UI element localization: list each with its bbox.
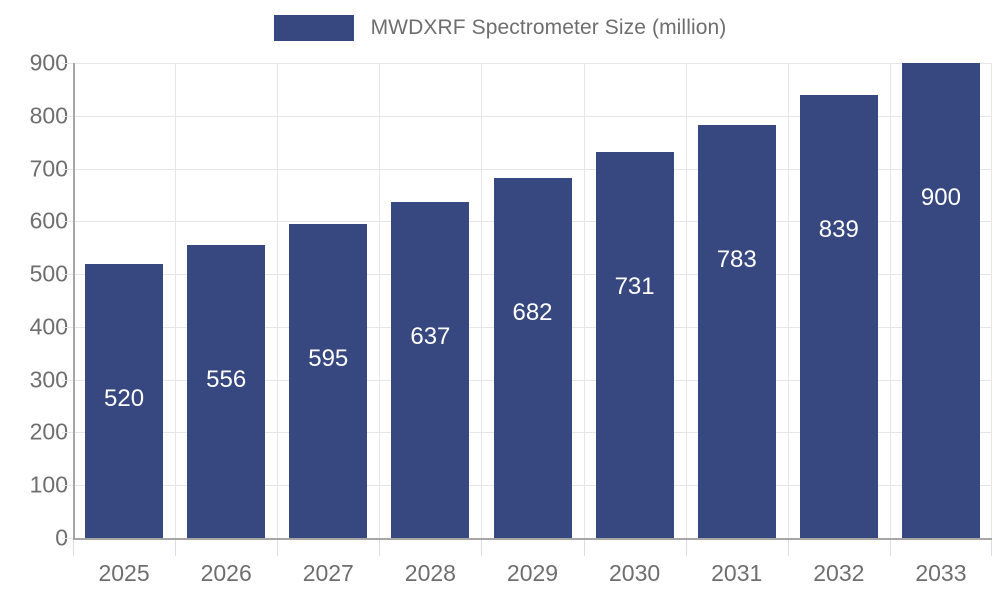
y-axis-tick-label: 200 [29, 418, 68, 445]
x-axis-tick-mark [991, 540, 992, 556]
bar-value-label: 595 [308, 344, 349, 372]
y-axis-tick-mark [62, 63, 73, 64]
x-axis-tick-mark [481, 540, 483, 556]
bar[interactable]: 900 [901, 63, 980, 538]
bar[interactable]: 556 [187, 244, 266, 538]
bar-value-label: 783 [716, 245, 757, 273]
x-axis-tick-label: 2032 [813, 560, 865, 586]
bar[interactable]: 783 [697, 124, 776, 538]
bar-value-label: 839 [818, 216, 859, 244]
x-axis-tick-mark [889, 540, 891, 556]
chart-legend: MWDXRF Spectrometer Size (million) [0, 0, 1000, 55]
x-axis-tick-mark [73, 540, 74, 556]
x-axis-tick-label: 2030 [609, 560, 661, 586]
x-axis-tick-label: 2029 [506, 560, 559, 586]
legend-color-swatch [273, 14, 354, 41]
y-axis-tick-mark [62, 274, 73, 276]
x-axis-tick-mark [685, 540, 687, 556]
y-axis-tick-label: 500 [29, 260, 68, 287]
x-axis-line [73, 538, 992, 540]
y-axis-tick-label: 300 [29, 366, 68, 393]
y-axis-tick-labels: 0 100 200 300 400 500 600 700 800 900 [0, 0, 73, 600]
x-axis-tick-mark [277, 540, 279, 556]
y-axis-line [73, 63, 75, 539]
x-axis-tick-label: 2031 [711, 560, 763, 586]
y-axis-tick-label: 100 [29, 471, 68, 498]
x-axis-tick-label: 2025 [98, 560, 150, 586]
y-axis-tick-mark [62, 379, 73, 381]
bar[interactable]: 839 [799, 95, 878, 538]
plot-area: 520 556 595 637 682 731 783 839 900 [73, 63, 992, 539]
x-axis-tick-mark [787, 540, 789, 556]
x-axis-tick-mark [379, 540, 381, 556]
legend-item-mwdxrf-spectrometer-size[interactable]: MWDXRF Spectrometer Size (million) [273, 14, 727, 41]
x-gridline [481, 63, 483, 538]
y-axis-tick-label: 600 [29, 207, 68, 234]
y-gridline [73, 63, 992, 64]
x-axis-tick-mark [175, 540, 177, 556]
y-axis-tick-label: 700 [29, 155, 68, 182]
y-axis-tick-mark [62, 221, 73, 223]
x-gridline [889, 63, 891, 538]
y-axis-tick-mark [62, 326, 73, 328]
legend-item-label: MWDXRF Spectrometer Size (million) [370, 15, 727, 39]
y-axis-tick-mark [62, 432, 73, 434]
bar[interactable]: 731 [595, 152, 674, 538]
y-axis-tick-mark [62, 115, 73, 117]
x-gridline [583, 63, 585, 538]
bar-value-label: 556 [206, 365, 247, 393]
y-axis-tick-mark [62, 168, 73, 170]
x-axis-tick-label: 2026 [200, 560, 252, 586]
x-gridline [379, 63, 381, 538]
bar-value-label: 900 [920, 184, 961, 211]
x-gridline [787, 63, 789, 538]
y-axis-tick-label: 900 [29, 49, 68, 76]
x-axis-tick-label: 2028 [404, 560, 456, 586]
bar[interactable]: 520 [85, 263, 164, 538]
bar-value-label: 637 [410, 322, 451, 350]
y-axis-tick-label: 800 [29, 102, 68, 129]
x-axis-tick-mark [583, 540, 585, 556]
y-gridline [73, 168, 992, 170]
y-axis-tick-label: 0 [55, 524, 68, 551]
x-gridline [175, 63, 177, 538]
x-gridline [685, 63, 687, 538]
bar[interactable]: 682 [493, 178, 572, 538]
bar-value-label: 731 [614, 273, 655, 301]
bar-value-label: 682 [512, 299, 553, 327]
y-axis-tick-mark [62, 485, 73, 487]
y-gridline [73, 115, 992, 117]
x-axis-tick-label: 2033 [915, 560, 967, 586]
bar[interactable]: 637 [391, 201, 470, 538]
x-gridline [277, 63, 279, 538]
x-axis-tick-label: 2027 [302, 560, 354, 586]
y-axis-tick-mark [62, 538, 73, 539]
y-axis-tick-label: 400 [29, 313, 68, 340]
x-gridline [991, 63, 992, 538]
bar-value-label: 520 [104, 384, 145, 412]
bar[interactable]: 595 [289, 223, 368, 538]
